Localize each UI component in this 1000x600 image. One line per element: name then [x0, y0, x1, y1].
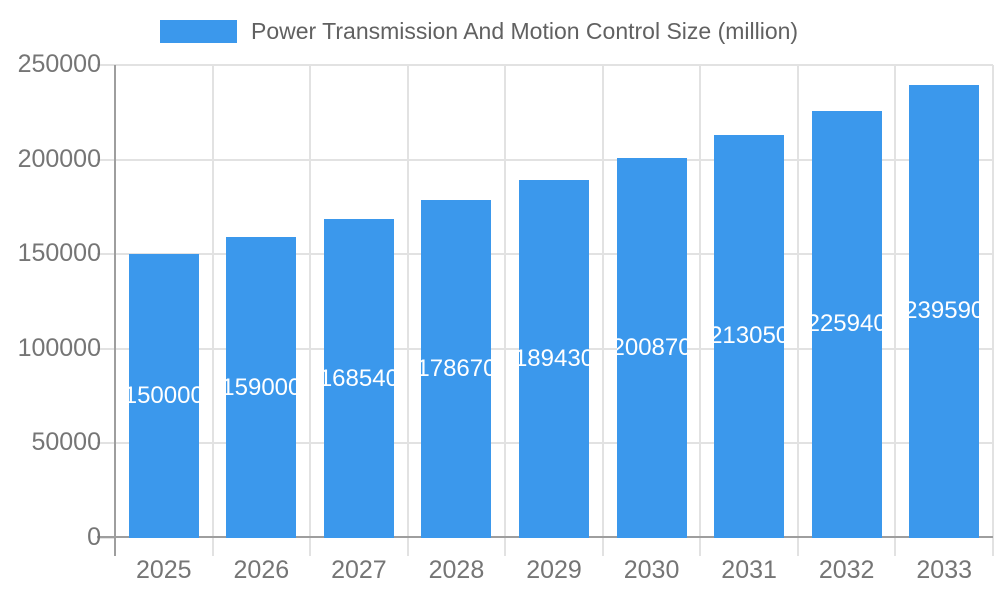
bar-value-label: 239590: [909, 297, 980, 325]
x-tick-label: 2029: [526, 556, 582, 584]
bar-value-label: 189430: [519, 344, 589, 372]
gridline-vertical: [211, 65, 214, 556]
x-tick-label: 2026: [233, 556, 290, 584]
x-tick-label: 2025: [135, 556, 192, 584]
x-tick-label: 2027: [331, 556, 387, 584]
gridline-horizontal: [97, 158, 993, 161]
bar-2031[interactable]: 213050: [714, 134, 785, 538]
bar-value-label: 159000: [226, 373, 297, 401]
gridline-vertical: [894, 65, 897, 556]
bar-value-label: 200870: [616, 333, 687, 361]
y-tick-label: 200000: [17, 144, 101, 173]
bar-value-label: 213050: [714, 322, 785, 350]
legend[interactable]: Power Transmission And Motion Control Si…: [160, 20, 798, 43]
gridline-vertical: [796, 65, 799, 556]
bar-2030[interactable]: 200870: [616, 157, 687, 538]
bar-2025[interactable]: 150000: [128, 254, 199, 538]
x-tick-label: 2028: [428, 556, 485, 584]
bar-value-label: 225940: [811, 310, 882, 338]
bar-value-label: 168540: [323, 364, 394, 392]
y-tick-label: 50000: [31, 428, 101, 457]
y-axis-tick-mark: [97, 537, 115, 539]
bar-2029[interactable]: 189430: [519, 179, 589, 538]
y-axis-line: [114, 65, 116, 556]
x-tick-label: 2032: [818, 556, 875, 584]
gridline-vertical: [309, 65, 312, 556]
bar-value-label: 150000: [128, 382, 199, 410]
bar-2032[interactable]: 225940: [811, 110, 882, 538]
gridline-vertical: [992, 65, 994, 556]
x-tick-label: 2033: [916, 556, 973, 584]
gridline-vertical: [601, 65, 604, 556]
bar-value-label: 178670: [421, 354, 492, 382]
plot-area: 150000 159000 168540 178670 189430 200870 2130…: [97, 64, 994, 556]
gridline-horizontal: [97, 64, 993, 66]
y-tick-label: 0: [87, 523, 101, 551]
legend-label: Power Transmission And Motion Control Si…: [251, 18, 799, 44]
y-tick-label: 250000: [17, 50, 101, 78]
x-tick-label: 2031: [721, 556, 777, 584]
bar-2028[interactable]: 178670: [421, 199, 492, 538]
x-tick-label: 2030: [623, 556, 680, 584]
gridline-vertical: [699, 65, 702, 556]
bar-2026[interactable]: 159000: [226, 237, 297, 538]
y-tick-label: 100000: [17, 333, 101, 362]
legend-swatch: [160, 20, 237, 43]
gridline-vertical: [504, 65, 507, 556]
gridline-vertical: [406, 65, 409, 556]
bar-2033[interactable]: 239590: [909, 84, 980, 538]
bar-2027[interactable]: 168540: [323, 219, 394, 538]
y-tick-label: 150000: [17, 239, 101, 268]
